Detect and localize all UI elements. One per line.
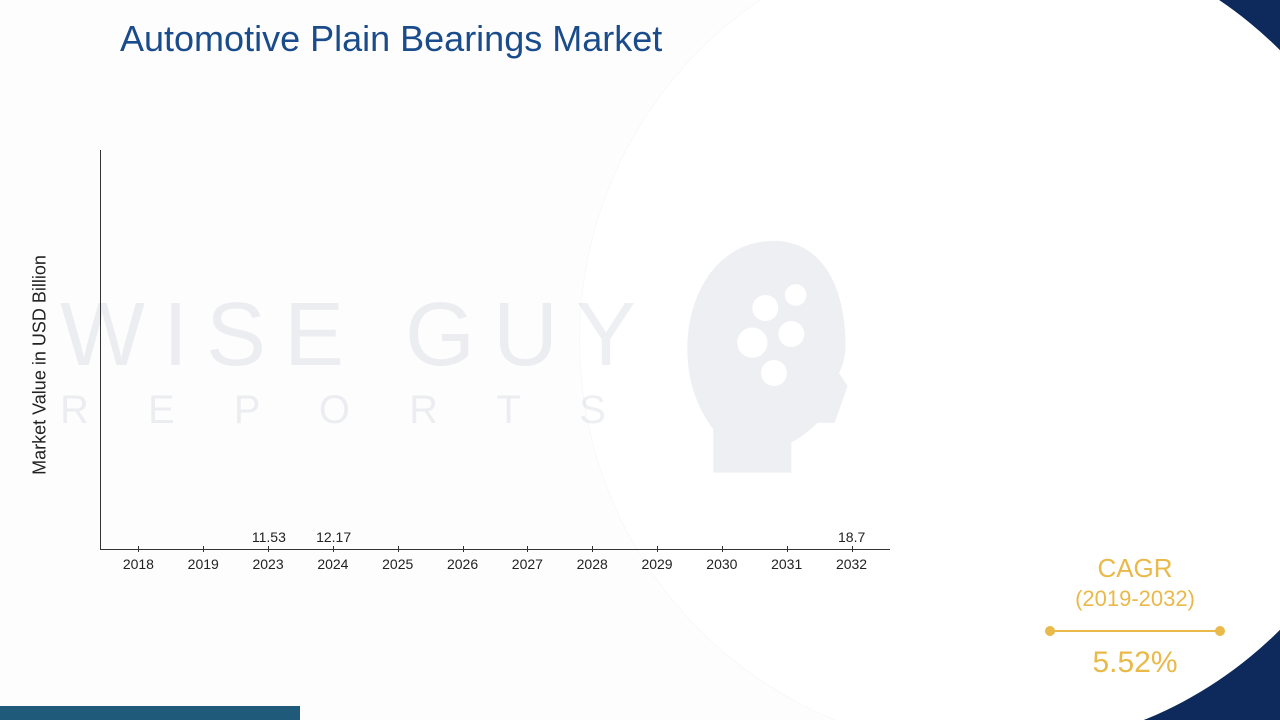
chart-title: Automotive Plain Bearings Market	[120, 18, 662, 60]
brand-sub-text: R E P O R T S	[1046, 52, 1244, 66]
brand-logo: WISE GUY R E P O R T S	[1046, 18, 1250, 66]
bar-value-label: 18.7	[838, 529, 865, 545]
bar-value-label: 11.53	[252, 529, 286, 545]
cagr-value: 5.52%	[1020, 646, 1250, 680]
plot-region: 11.53 12.17 18.7	[100, 150, 890, 550]
y-axis-label: Market Value in USD Billion	[30, 255, 51, 475]
x-tick: 2018	[108, 550, 168, 580]
brand-main-text: WISE GUY	[1046, 18, 1244, 48]
x-tick: 2028	[562, 550, 622, 580]
bottom-accent-bar	[0, 706, 300, 720]
x-ticks-container: 2018201920232024202520262027202820292030…	[100, 550, 890, 580]
cagr-label: CAGR	[1020, 553, 1250, 584]
chart-area: Market Value in USD Billion 11.5312.1718…	[70, 150, 890, 580]
page-root: Automotive Plain Bearings Market WISE GU…	[0, 0, 1280, 720]
x-tick: 2030	[692, 550, 752, 580]
x-tick: 2027	[497, 550, 557, 580]
x-tick: 2032	[822, 550, 882, 580]
cagr-box: CAGR (2019-2032) 5.52%	[1020, 553, 1250, 680]
x-tick: 2023	[238, 550, 298, 580]
x-tick: 2024	[303, 550, 363, 580]
x-tick: 2031	[757, 550, 817, 580]
x-tick: 2026	[433, 550, 493, 580]
bars-container: 11.53 12.17 18.7	[101, 150, 890, 549]
x-tick: 2025	[368, 550, 428, 580]
x-tick: 2029	[627, 550, 687, 580]
cagr-period: (2019-2032)	[1020, 586, 1250, 612]
x-tick: 2019	[173, 550, 233, 580]
cagr-divider	[1050, 630, 1220, 632]
bar-value-label: 12.17	[316, 529, 351, 545]
